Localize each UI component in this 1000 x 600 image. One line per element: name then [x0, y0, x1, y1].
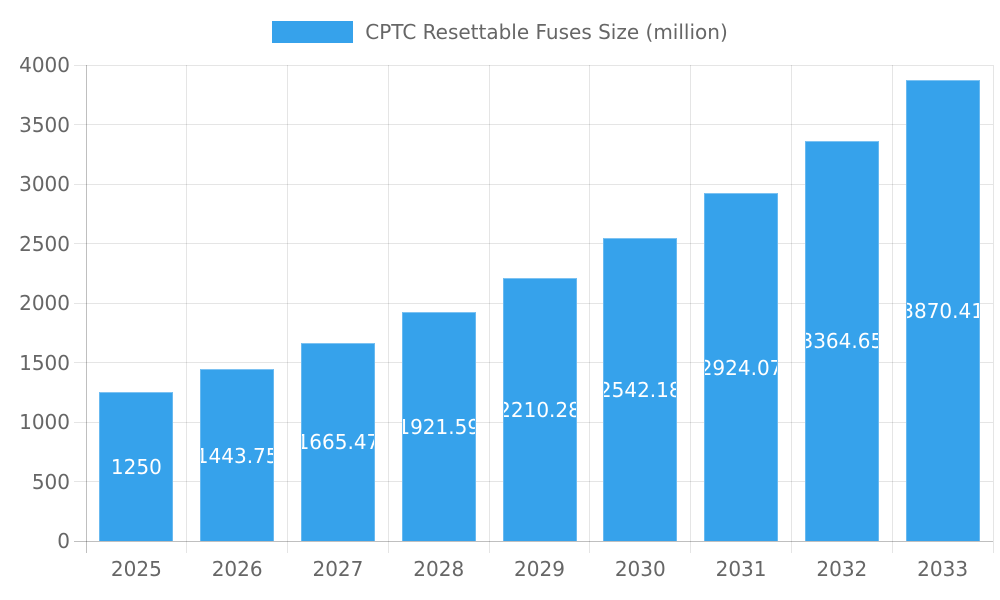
- y-tick-label: 4000: [19, 53, 70, 77]
- y-axis-tick: [74, 540, 86, 542]
- y-tick-label: 3500: [19, 112, 70, 137]
- x-grid-line: [790, 65, 792, 541]
- bar-value-label: 2924.07: [705, 355, 779, 380]
- x-axis-tick: [589, 541, 591, 553]
- x-grid-line: [387, 65, 389, 541]
- x-grid-line: [690, 65, 692, 541]
- y-grid-line: [86, 540, 993, 542]
- legend: CPTC Resettable Fuses Size (million): [0, 18, 1000, 46]
- bar-value-label: 1443.75: [201, 443, 275, 468]
- bar[interactable]: 2210.28: [502, 277, 577, 541]
- legend-swatch: [272, 21, 354, 43]
- x-axis-tick: [992, 541, 994, 553]
- y-tick-label: 2500: [19, 231, 70, 256]
- x-tick-label: 2033: [917, 557, 969, 581]
- y-axis-tick: [74, 362, 86, 363]
- y-grid-line: [86, 243, 993, 244]
- y-axis-tick: [74, 302, 86, 304]
- x-grid-line: [891, 65, 893, 541]
- x-tick-label: 2030: [614, 557, 666, 581]
- y-tick-label: 1500: [19, 350, 70, 375]
- x-grid-line: [589, 65, 591, 541]
- x-axis-tick: [387, 541, 389, 553]
- x-axis-tick: [690, 541, 692, 553]
- y-axis-tick: [74, 243, 86, 244]
- x-tick-label: 2029: [514, 557, 565, 581]
- y-axis-tick: [74, 64, 86, 66]
- bar-value-label: 1250: [110, 455, 162, 480]
- bar-value-label: 1665.47: [302, 430, 375, 455]
- x-grid-line: [186, 65, 188, 541]
- bar[interactable]: 3870.41: [905, 80, 980, 541]
- bar-value-label: 2210.28: [504, 397, 577, 422]
- x-axis-tick: [85, 541, 87, 553]
- bar-value-label: 3870.41: [907, 299, 980, 324]
- y-grid-line: [86, 124, 993, 125]
- y-axis-tick: [74, 124, 86, 125]
- x-tick-label: 2031: [715, 557, 767, 581]
- x-axis-tick: [186, 541, 188, 553]
- bar[interactable]: 3364.65: [804, 140, 879, 541]
- x-tick-label: 2032: [816, 557, 868, 581]
- x-tick-label: 2027: [312, 557, 364, 581]
- x-tick-label: 2026: [211, 557, 263, 581]
- x-grid-line: [488, 65, 490, 541]
- x-axis-tick: [488, 541, 490, 553]
- y-tick-label: 3000: [19, 172, 70, 196]
- y-tick-label: 1000: [19, 410, 70, 434]
- x-grid-line: [85, 65, 87, 541]
- bar[interactable]: 1250: [99, 392, 174, 541]
- y-axis-tick: [74, 183, 86, 185]
- bar[interactable]: 2924.07: [704, 193, 779, 541]
- y-axis-tick: [74, 481, 86, 482]
- bar[interactable]: 2542.18: [603, 238, 678, 541]
- x-tick-label: 2025: [110, 557, 162, 581]
- bar-value-label: 3364.65: [806, 329, 879, 354]
- y-grid-line: [86, 64, 993, 66]
- y-tick-label: 500: [31, 469, 70, 494]
- x-grid-line: [992, 65, 994, 541]
- y-tick-label: 0: [57, 529, 70, 553]
- x-axis-tick: [891, 541, 893, 553]
- bar[interactable]: 1443.75: [200, 369, 275, 541]
- bar-value-label: 1921.59: [403, 415, 476, 440]
- legend-label: CPTC Resettable Fuses Size (million): [365, 20, 728, 44]
- y-grid-line: [86, 183, 993, 185]
- x-axis-tick: [287, 541, 289, 553]
- y-axis-tick: [74, 421, 86, 423]
- bar[interactable]: 1665.47: [300, 342, 375, 541]
- bar[interactable]: 1921.59: [401, 312, 476, 541]
- x-grid-line: [287, 65, 289, 541]
- bar-value-label: 2542.18: [604, 378, 678, 403]
- y-tick-label: 2000: [19, 291, 70, 315]
- x-tick-label: 2028: [413, 557, 465, 581]
- x-axis-tick: [790, 541, 792, 553]
- legend-item[interactable]: CPTC Resettable Fuses Size (million): [272, 20, 728, 44]
